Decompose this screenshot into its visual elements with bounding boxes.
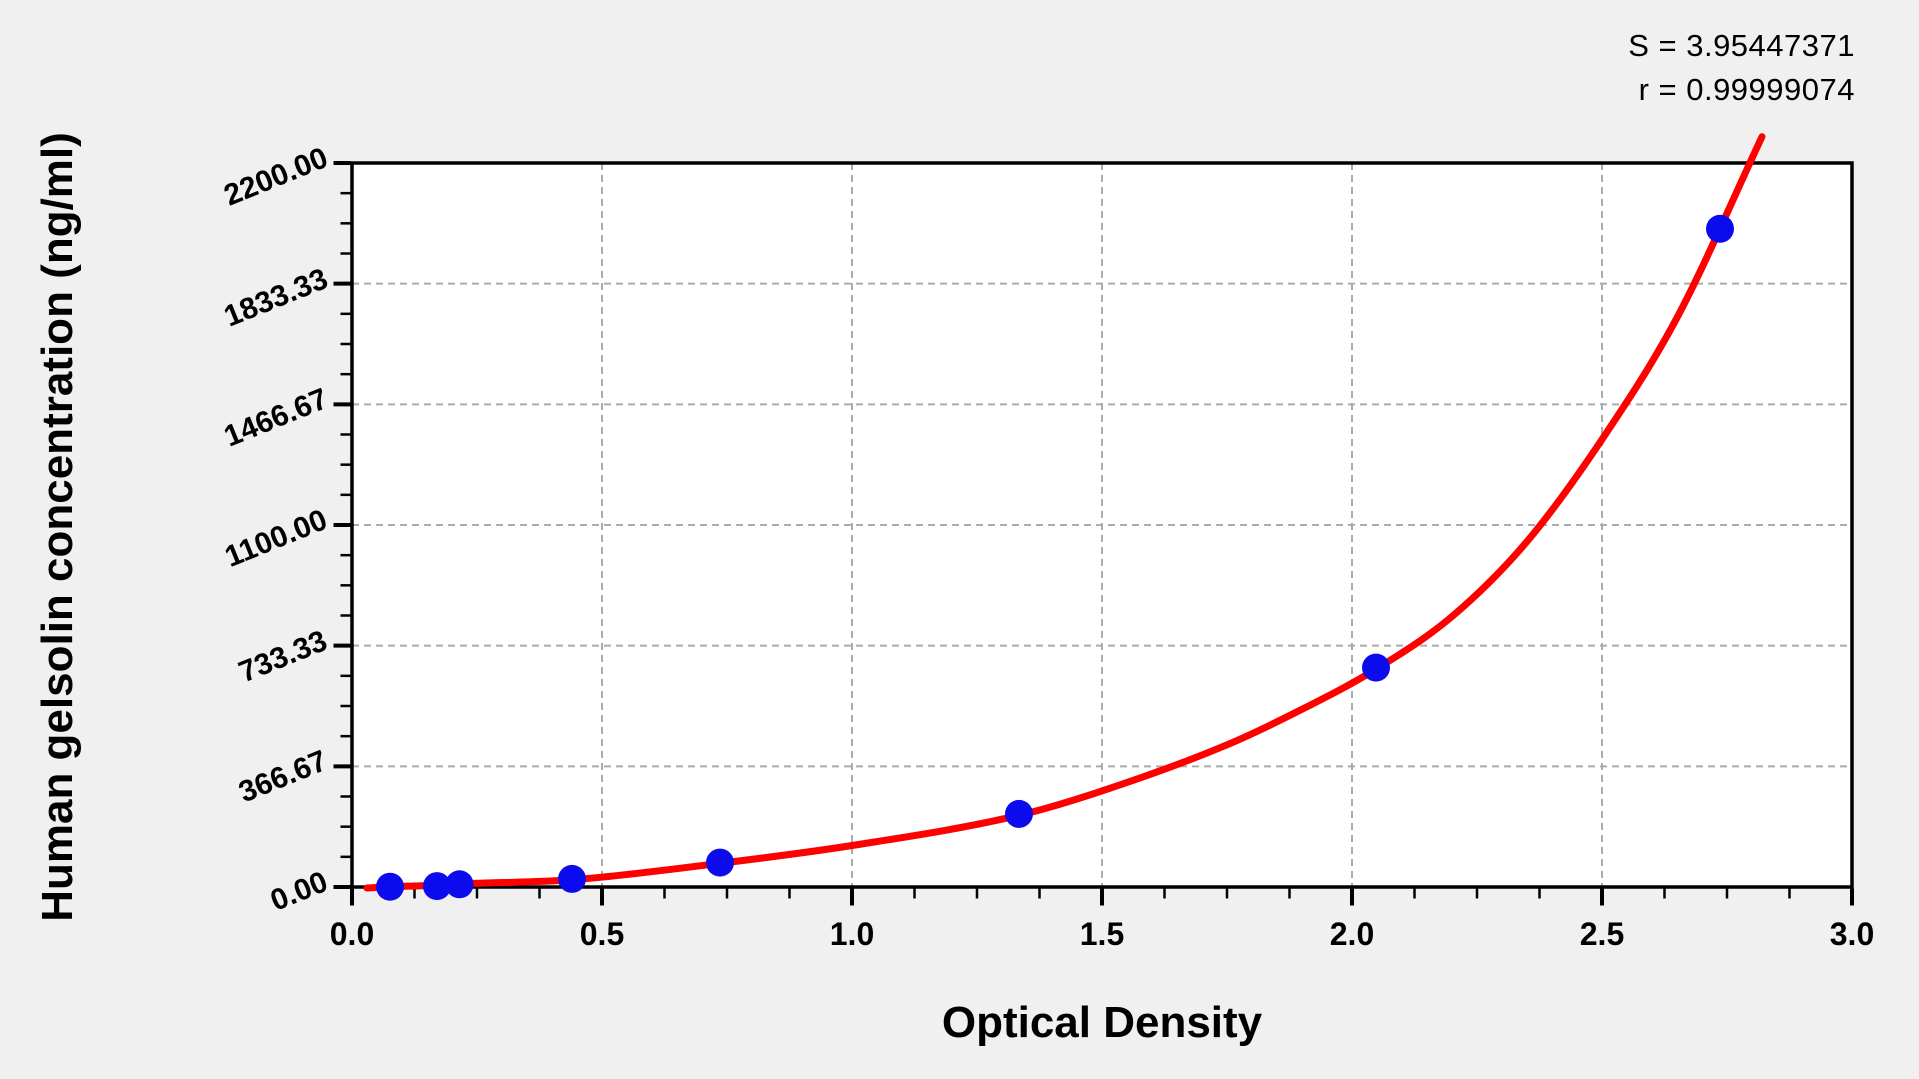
plot-frame xyxy=(350,161,1854,889)
x-tick-label: 3.0 xyxy=(1829,916,1875,952)
y-axis-title: Human gelsolin concentration (ng/ml) xyxy=(33,132,82,922)
data-point xyxy=(558,864,586,893)
fit-statistics: S = 3.95447371 r = 0.99999074 xyxy=(1628,24,1855,112)
x-tick-label: 0.0 xyxy=(329,916,375,952)
fit-correlation-value: r = 0.99999074 xyxy=(1638,72,1855,107)
x-tick-label: 2.5 xyxy=(1579,916,1625,952)
x-axis-title: Optical Density xyxy=(941,998,1263,1047)
data-point xyxy=(1005,799,1033,828)
data-point xyxy=(376,872,404,901)
gridlines xyxy=(352,163,1852,887)
x-tick-label: 1.0 xyxy=(829,916,875,952)
fit-curve xyxy=(363,133,1766,892)
data-point xyxy=(1706,214,1734,243)
x-tick-label: 2.0 xyxy=(1329,916,1375,952)
x-tick-label: 0.5 xyxy=(579,916,625,952)
x-tick-label: 1.5 xyxy=(1079,916,1125,952)
fit-standard-error-value: S = 3.95447371 xyxy=(1628,28,1855,63)
data-points xyxy=(376,214,1734,901)
data-point xyxy=(1362,653,1390,682)
data-point xyxy=(706,848,734,877)
data-point xyxy=(423,872,451,901)
data-point xyxy=(445,870,474,899)
axis-ticks xyxy=(333,161,1854,906)
